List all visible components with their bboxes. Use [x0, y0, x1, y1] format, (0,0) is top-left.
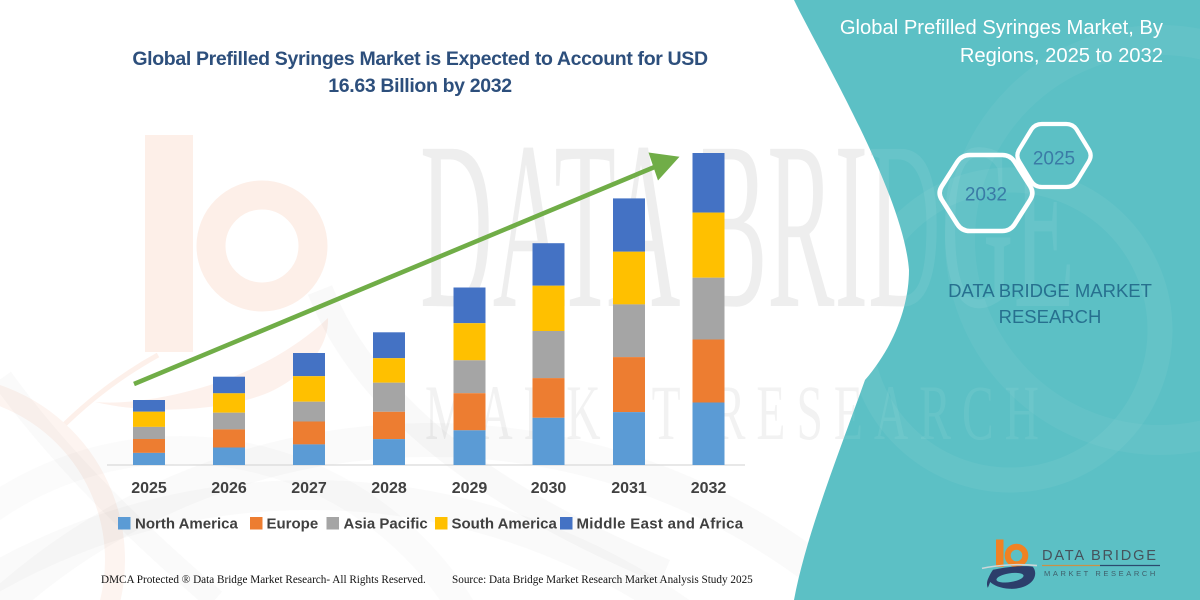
svg-text:2031: 2031: [611, 480, 647, 497]
svg-text:North America: North America: [135, 516, 238, 533]
svg-text:2025: 2025: [131, 480, 167, 497]
svg-text:2026: 2026: [211, 480, 247, 497]
svg-text:2029: 2029: [452, 480, 488, 497]
svg-text:Global Prefilled Syringes Mark: Global Prefilled Syringes Market is Expe…: [132, 48, 708, 70]
svg-text:2027: 2027: [291, 480, 327, 497]
svg-text:2025: 2025: [1033, 149, 1075, 170]
svg-text:Source: Data Bridge Market Res: Source: Data Bridge Market Research Mark…: [452, 574, 753, 586]
svg-text:DMCA Protected ® Data Bridge M: DMCA Protected ® Data Bridge Market Rese…: [101, 574, 426, 586]
svg-text:16.63 Billion by 2032: 16.63 Billion by 2032: [328, 75, 512, 97]
svg-text:South America: South America: [452, 516, 558, 533]
svg-text:2028: 2028: [371, 480, 407, 497]
svg-text:Regions, 2025 to 2032: Regions, 2025 to 2032: [960, 45, 1163, 67]
svg-text:DATA BRIDGE MARKET: DATA BRIDGE MARKET: [948, 280, 1152, 301]
svg-text:2030: 2030: [531, 480, 567, 497]
svg-text:Middle East and Africa: Middle East and Africa: [577, 516, 744, 533]
svg-text:MARKET RESEARCH: MARKET RESEARCH: [1044, 569, 1158, 578]
svg-text:Global Prefilled Syringes Mark: Global Prefilled Syringes Market, By: [840, 17, 1164, 39]
svg-text:2032: 2032: [691, 480, 727, 497]
svg-text:2032: 2032: [965, 185, 1007, 206]
svg-text:DATA BRIDGE: DATA BRIDGE: [1042, 548, 1158, 564]
svg-text:Europe: Europe: [267, 516, 319, 533]
svg-text:Asia Pacific: Asia Pacific: [344, 516, 428, 533]
svg-text:RESEARCH: RESEARCH: [999, 306, 1102, 327]
